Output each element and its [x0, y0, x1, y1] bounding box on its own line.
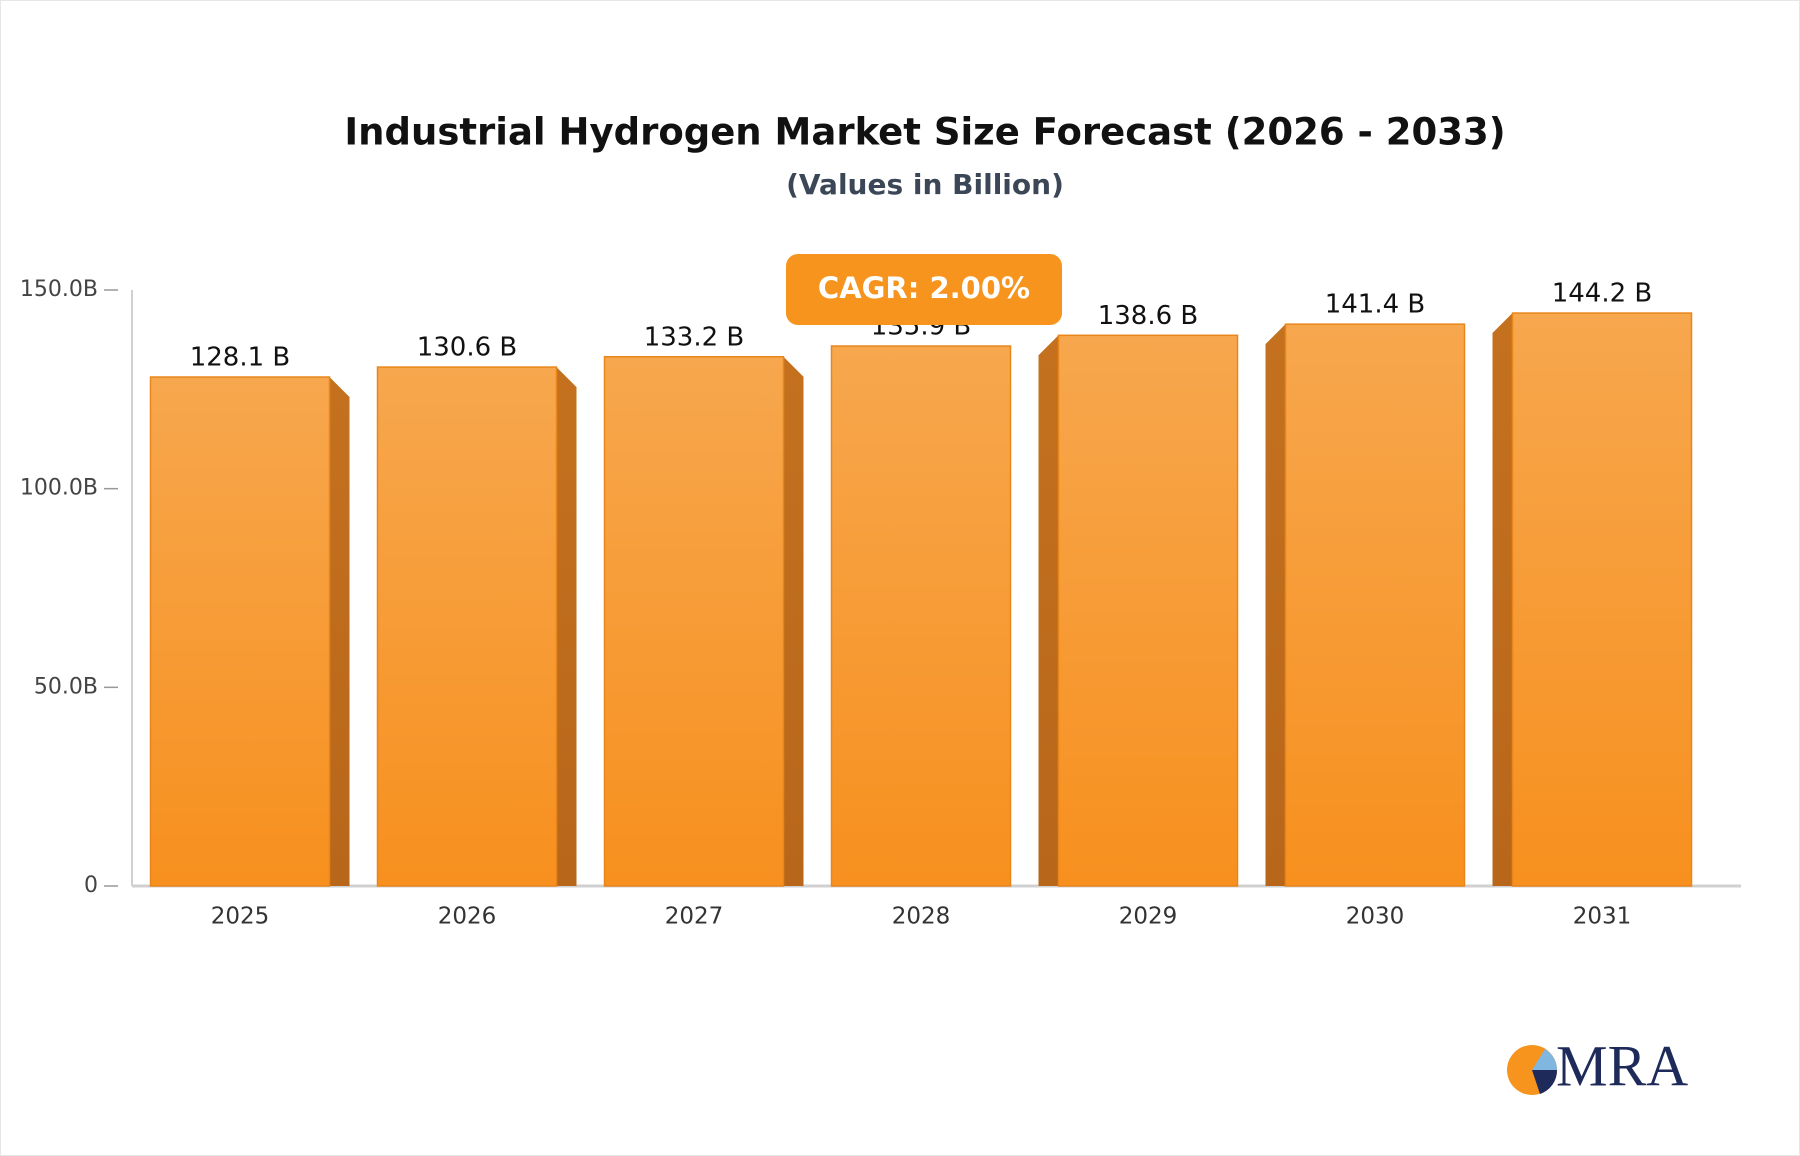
x-tick-label: 2026	[438, 904, 497, 930]
bar-side	[556, 367, 577, 887]
bar	[603, 356, 785, 887]
x-tick-label: 2028	[892, 904, 951, 930]
bar-side	[1265, 324, 1286, 886]
bar	[1511, 312, 1693, 887]
bar-side	[1038, 335, 1059, 886]
logo-slice	[1532, 1049, 1557, 1070]
y-tick-label: 100.0B	[20, 476, 98, 501]
value-label: 128.1 B	[190, 343, 291, 373]
y-tick-label: 50.0B	[34, 674, 98, 699]
logo-text: MRA	[1556, 1033, 1688, 1098]
x-tick-label: 2030	[1346, 904, 1405, 930]
x-tick-label: 2031	[1573, 904, 1632, 930]
bar	[376, 366, 558, 887]
bar	[1284, 323, 1466, 887]
value-label: 130.6 B	[417, 333, 518, 363]
bar-side	[783, 356, 804, 886]
x-tick-label: 2027	[665, 904, 724, 930]
bar	[1057, 334, 1239, 887]
cagr-badge: CAGR: 2.00%	[786, 254, 1062, 325]
bar-side	[1492, 313, 1513, 887]
value-label: 138.6 B	[1098, 301, 1199, 331]
bar-side	[329, 377, 350, 886]
chart-subtitle: (Values in Billion)	[786, 168, 1064, 201]
plot-area: 0 50.0B 100.0B 150.0B 128.1 B 2025 130.6 B 2026…	[20, 277, 1741, 930]
cagr-label: CAGR: 2.00%	[818, 271, 1030, 305]
value-label: 141.4 B	[1325, 290, 1426, 320]
value-label: 144.2 B	[1552, 279, 1653, 309]
bar	[830, 345, 1012, 887]
x-tick-label: 2029	[1119, 904, 1178, 930]
chart-title: Industrial Hydrogen Market Size Forecast…	[344, 111, 1505, 154]
badge-box	[786, 254, 1062, 325]
logo-slice	[1532, 1070, 1558, 1094]
x-tick-label: 2025	[211, 904, 270, 930]
value-label: 133.2 B	[644, 322, 745, 352]
logo: MRA	[1507, 1033, 1688, 1098]
bar	[149, 376, 331, 887]
y-tick-label: 150.0B	[20, 277, 98, 302]
y-tick-label: 0	[84, 873, 98, 898]
